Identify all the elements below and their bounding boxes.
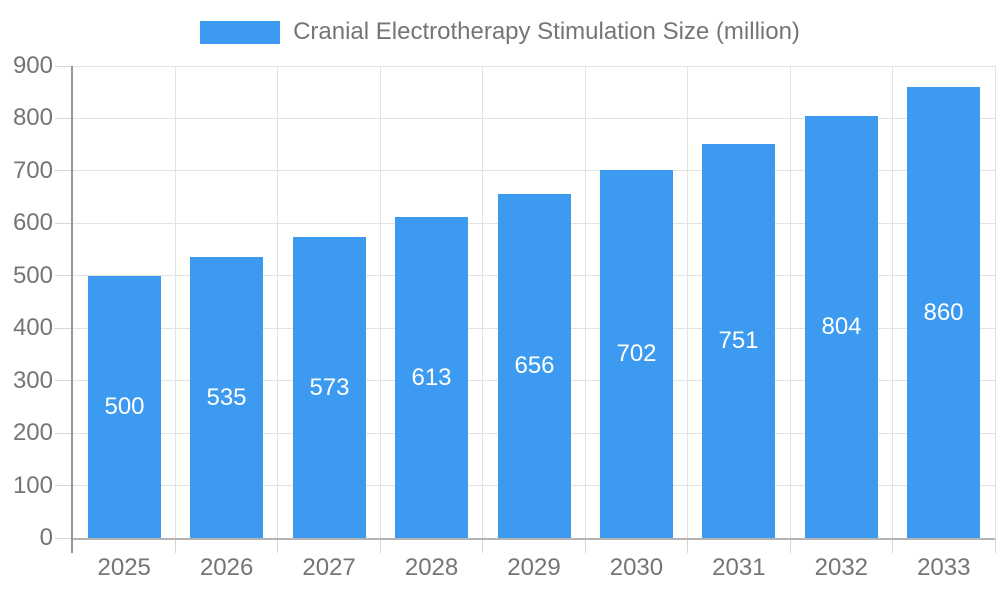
gridline-v <box>584 66 586 538</box>
gridline-h <box>73 65 995 67</box>
y-tick-mark <box>55 432 71 434</box>
y-axis-label: 700 <box>12 156 53 184</box>
x-axis-label: 2029 <box>507 554 561 581</box>
y-axis-label: 300 <box>12 366 53 394</box>
bar[interactable] <box>190 257 263 538</box>
x-axis-label: 2030 <box>609 554 664 581</box>
gridline-h <box>73 117 995 119</box>
y-axis-label: 0 <box>39 524 53 551</box>
y-tick-mark <box>55 537 71 539</box>
bar[interactable] <box>907 87 980 538</box>
gridline-v <box>687 66 689 538</box>
x-axis-label: 2032 <box>814 554 869 581</box>
bar[interactable] <box>395 217 468 538</box>
x-axis-label: 2026 <box>199 554 254 581</box>
x-tick-mark <box>687 538 689 553</box>
y-tick-mark <box>55 170 71 172</box>
bar[interactable] <box>498 194 571 538</box>
x-tick-mark <box>994 538 996 553</box>
y-axis-line <box>71 66 73 553</box>
x-axis-label: 2033 <box>917 554 971 581</box>
bar-value-label: 573 <box>309 373 350 401</box>
y-tick-mark <box>55 65 71 67</box>
gridline-h <box>73 170 995 172</box>
bar[interactable] <box>293 237 366 538</box>
y-axis-label: 600 <box>12 209 53 237</box>
x-tick-mark <box>482 538 484 553</box>
bar-value-label: 613 <box>411 363 452 391</box>
x-tick-mark <box>789 538 791 553</box>
y-axis-label: 200 <box>12 419 53 447</box>
gridline-v <box>174 66 176 538</box>
y-tick-mark <box>55 327 71 329</box>
bar-value-label: 500 <box>104 393 145 420</box>
gridline-v <box>892 66 894 538</box>
x-axis-label: 2028 <box>404 554 459 581</box>
y-tick-mark <box>55 222 71 224</box>
bar[interactable] <box>805 116 878 538</box>
gridline-v <box>277 66 279 538</box>
bar-value-label: 702 <box>616 340 657 367</box>
gridline-v <box>482 66 484 538</box>
y-axis-label: 100 <box>12 471 53 499</box>
bar-value-label: 751 <box>718 327 759 354</box>
x-tick-mark <box>892 538 894 553</box>
bar[interactable] <box>88 276 161 538</box>
legend-swatch <box>200 20 281 44</box>
legend-item[interactable]: Cranial Electrotherapy Stimulation Size … <box>200 18 800 46</box>
x-axis-label: 2027 <box>302 554 356 581</box>
y-axis-label: 400 <box>12 314 53 342</box>
plot-area: 0 100 200 300 400 500 600 700 800 900 500 2025 535 20… <box>13 53 996 581</box>
x-axis-label: 2031 <box>712 554 766 581</box>
bar-value-label: 860 <box>923 298 964 326</box>
bar-value-label: 535 <box>206 383 247 411</box>
y-tick-mark <box>55 380 71 382</box>
y-axis-label: 900 <box>12 52 53 79</box>
x-tick-mark <box>174 538 176 553</box>
y-tick-mark <box>55 485 71 487</box>
x-tick-mark <box>277 538 279 553</box>
bar[interactable] <box>702 144 775 538</box>
y-axis-label: 500 <box>12 261 53 289</box>
gridline-v <box>379 66 381 538</box>
y-tick-mark <box>55 275 71 277</box>
gridline-v <box>789 66 791 538</box>
x-axis-label: 2025 <box>97 554 151 581</box>
x-tick-mark <box>379 538 381 553</box>
legend: Cranial Electrotherapy Stimulation Size … <box>0 18 1000 46</box>
x-tick-mark <box>584 538 586 553</box>
bar-value-label: 656 <box>514 352 555 379</box>
legend-label: Cranial Electrotherapy Stimulation Size … <box>293 18 800 45</box>
gridline-v <box>994 66 996 538</box>
y-axis-label: 800 <box>12 104 53 132</box>
y-tick-mark <box>55 117 71 119</box>
x-axis-line <box>73 538 995 540</box>
bar[interactable] <box>600 170 673 538</box>
bar-value-label: 804 <box>821 313 862 340</box>
